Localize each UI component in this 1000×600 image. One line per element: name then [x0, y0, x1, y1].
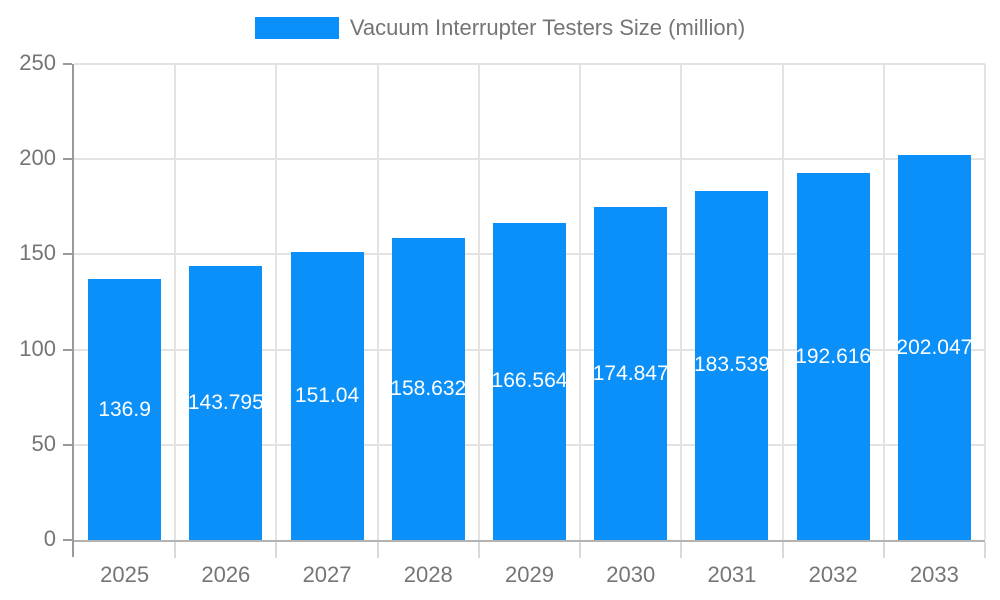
- bar[interactable]: 136.9: [88, 279, 162, 540]
- x-axis-tick-label: 2032: [808, 562, 858, 587]
- bar[interactable]: 202.047: [897, 155, 971, 540]
- x-axis-tick: [174, 542, 177, 558]
- grid-line-vertical: [477, 64, 480, 540]
- x-axis-tick-label: 2025: [100, 562, 150, 587]
- grid-line-vertical: [174, 64, 177, 540]
- bar[interactable]: 166.564: [493, 222, 566, 540]
- bar-value-label: 158.632: [391, 376, 465, 400]
- bar[interactable]: 143.795: [189, 266, 263, 540]
- bar-value-label: 166.564: [493, 369, 566, 393]
- bar-value-label: 202.047: [897, 335, 971, 359]
- bar-value-label: 174.847: [594, 361, 668, 385]
- y-axis-tick: [63, 539, 72, 541]
- bar[interactable]: 151.04: [290, 252, 364, 540]
- x-axis-tick: [882, 542, 885, 558]
- grid-line-vertical: [579, 64, 582, 540]
- x-axis-tick: [275, 542, 278, 558]
- x-axis-tick: [579, 542, 582, 558]
- bar-value-label: 143.795: [189, 391, 263, 415]
- y-axis-tick: [63, 253, 72, 256]
- grid-line-vertical: [984, 64, 986, 540]
- x-axis-line: [74, 540, 985, 542]
- grid-line-horizontal: [74, 63, 985, 65]
- legend-label[interactable]: Vacuum Interrupter Testers Size (million…: [349, 15, 746, 40]
- bar-value-label: 192.616: [796, 344, 870, 368]
- y-axis-tick-label: 50: [31, 430, 56, 456]
- y-axis-tick-label: 250: [19, 50, 56, 75]
- y-axis-tick: [63, 63, 72, 65]
- chart-legend: Vacuum Interrupter Testers Size (million…: [0, 0, 1000, 56]
- grid-line-vertical: [275, 64, 278, 540]
- grid-line-horizontal: [74, 158, 985, 161]
- bar[interactable]: 174.847: [594, 207, 668, 540]
- grid-line-vertical: [680, 64, 683, 540]
- legend-swatch[interactable]: [254, 17, 339, 39]
- y-axis-tick-label: 0: [43, 526, 56, 551]
- x-axis-tick-label: 2028: [403, 562, 453, 587]
- y-axis-tick: [63, 348, 72, 351]
- x-axis-tick: [781, 542, 784, 558]
- bar[interactable]: 183.539: [695, 190, 769, 540]
- grid-line-vertical: [781, 64, 784, 540]
- x-axis-tick: [477, 542, 480, 558]
- x-axis-tick-label: 2029: [505, 562, 554, 587]
- y-axis-tick: [63, 158, 72, 161]
- y-axis-tick-label: 100: [19, 335, 56, 361]
- x-axis-tick-label: 2027: [302, 562, 352, 587]
- x-axis-tick-label: 2026: [201, 562, 251, 587]
- y-axis-tick-label: 150: [19, 240, 56, 266]
- x-axis-tick: [984, 542, 986, 558]
- bar-value-label: 183.539: [695, 353, 769, 377]
- bar-value-label: 151.04: [294, 384, 360, 408]
- x-axis-tick: [680, 542, 683, 558]
- grid-line-vertical: [376, 64, 379, 540]
- x-axis-tick-label: 2031: [707, 562, 757, 587]
- y-axis-tick-label: 200: [19, 145, 56, 171]
- bar[interactable]: 158.632: [391, 237, 465, 540]
- grid-line-vertical: [882, 64, 885, 540]
- bar[interactable]: 192.616: [796, 173, 870, 540]
- x-axis-tick: [376, 542, 379, 558]
- x-axis-tick-label: 2030: [606, 562, 656, 587]
- y-axis-tick: [63, 443, 72, 446]
- bar-value-label: 136.9: [98, 397, 151, 421]
- y-axis-line: [72, 64, 74, 557]
- x-axis-tick-label: 2033: [909, 562, 959, 587]
